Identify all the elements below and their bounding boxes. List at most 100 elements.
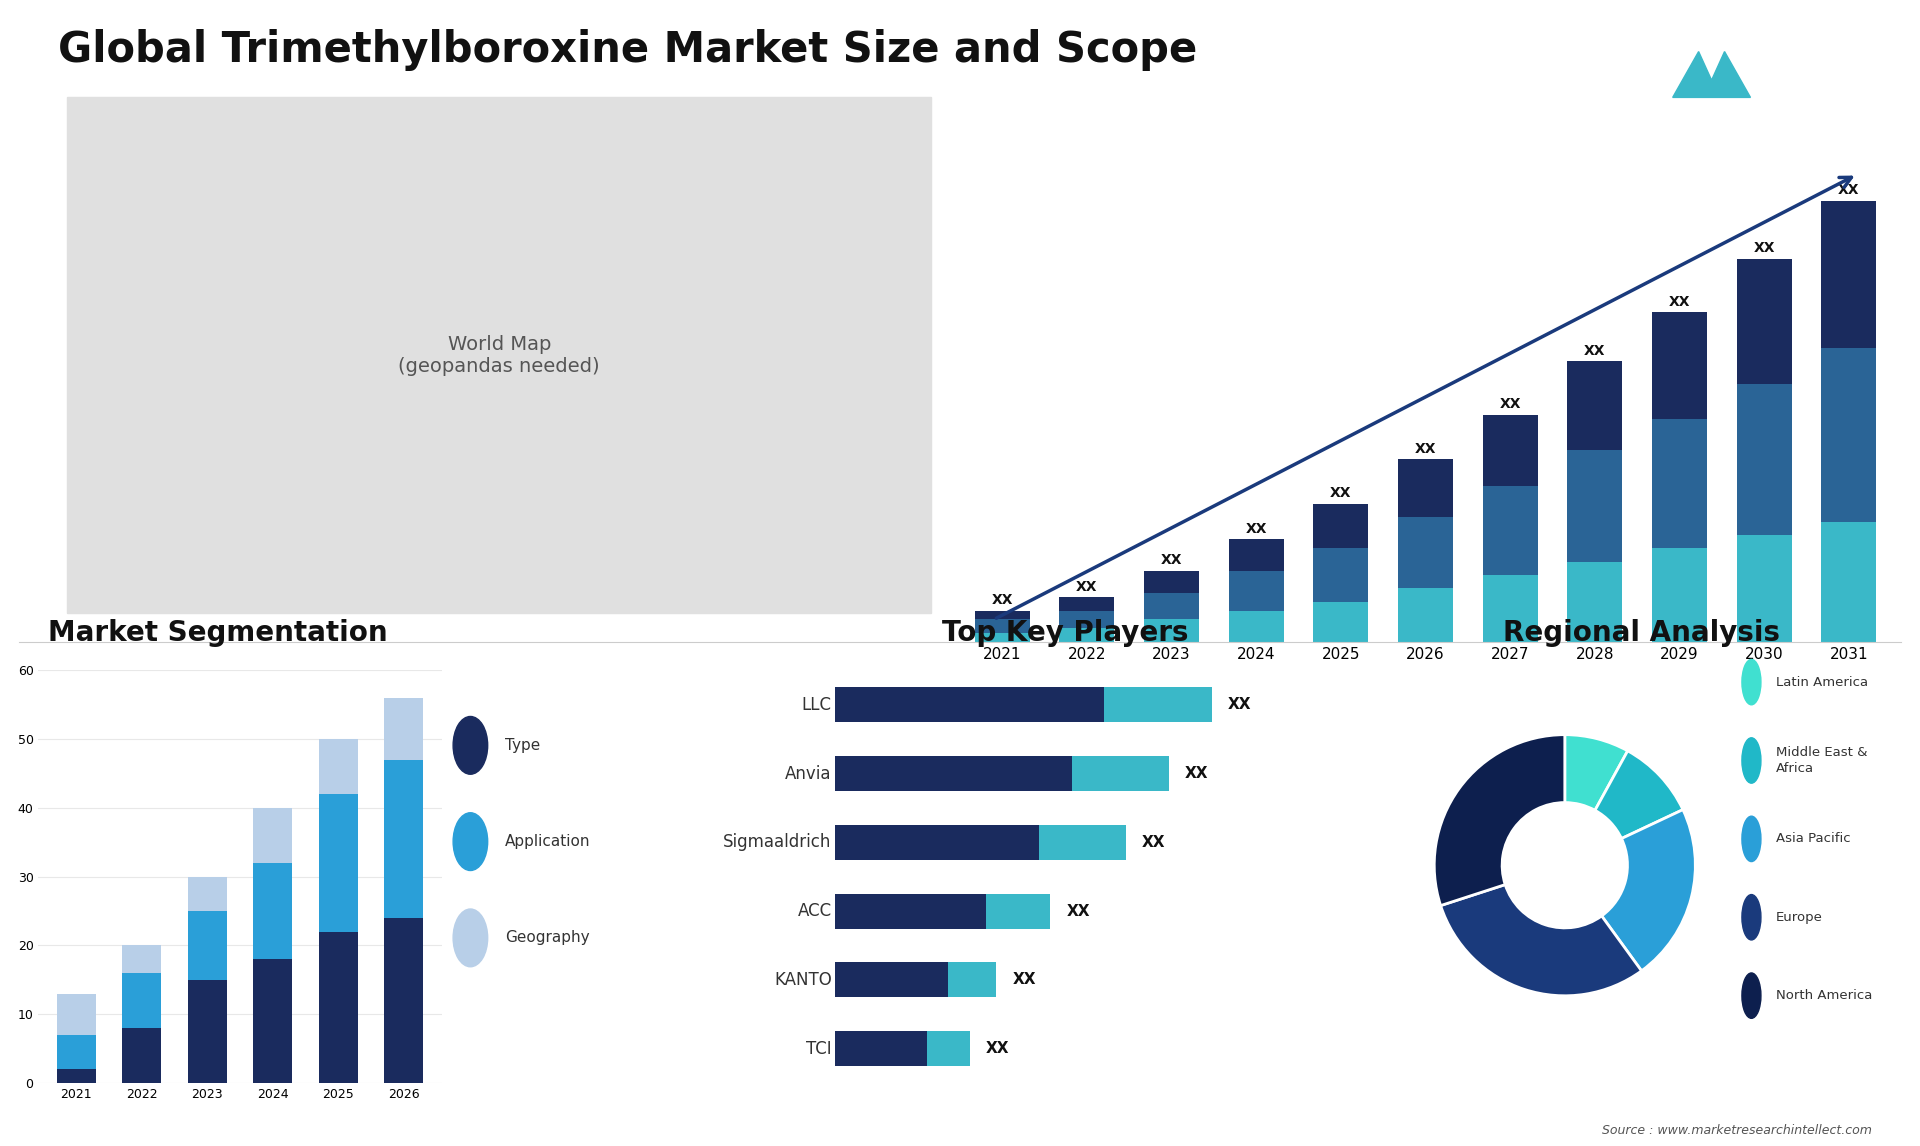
FancyBboxPatch shape <box>835 688 1104 722</box>
Bar <box>1822 521 1876 642</box>
Text: Geography: Geography <box>505 931 589 945</box>
Wedge shape <box>1565 735 1628 810</box>
Text: XX: XX <box>1066 903 1091 919</box>
Bar <box>1482 486 1538 575</box>
Text: Source : www.marketresearchintellect.com: Source : www.marketresearchintellect.com <box>1601 1124 1872 1137</box>
Bar <box>1398 460 1453 517</box>
Bar <box>384 698 422 760</box>
Wedge shape <box>1596 751 1684 839</box>
FancyBboxPatch shape <box>985 894 1050 928</box>
Bar <box>58 994 96 1035</box>
Text: Global Trimethylboroxine Market Size and Scope: Global Trimethylboroxine Market Size and… <box>58 29 1196 71</box>
FancyBboxPatch shape <box>927 1031 970 1066</box>
Text: XX: XX <box>985 1041 1010 1057</box>
Bar <box>1144 620 1200 642</box>
Text: Middle East &
Africa: Middle East & Africa <box>1776 746 1866 775</box>
Circle shape <box>1741 895 1761 940</box>
Bar <box>58 1035 96 1069</box>
Bar <box>384 760 422 918</box>
Bar <box>188 980 227 1083</box>
FancyBboxPatch shape <box>835 894 985 928</box>
Bar <box>319 794 357 932</box>
Text: Application: Application <box>505 834 591 849</box>
Text: XX: XX <box>1500 398 1521 411</box>
Bar <box>1651 548 1707 642</box>
Bar <box>1229 571 1284 611</box>
Bar <box>1482 575 1538 642</box>
Text: ACC: ACC <box>797 902 831 920</box>
FancyBboxPatch shape <box>835 756 1071 791</box>
Bar <box>975 633 1029 642</box>
Bar <box>1398 517 1453 588</box>
Bar <box>1651 419 1707 548</box>
Bar <box>1567 562 1622 642</box>
Text: World Map
(geopandas needed): World Map (geopandas needed) <box>397 335 601 376</box>
Text: KANTO: KANTO <box>774 971 831 989</box>
Text: XX: XX <box>1185 766 1208 782</box>
Text: Type: Type <box>505 738 540 753</box>
Bar <box>1398 588 1453 642</box>
Bar <box>1060 597 1114 611</box>
Bar <box>1738 259 1791 384</box>
Text: Anvia: Anvia <box>785 764 831 783</box>
Bar <box>1738 384 1791 535</box>
Bar <box>1229 611 1284 642</box>
Bar <box>1229 540 1284 571</box>
Text: XX: XX <box>1753 242 1774 256</box>
Text: North America: North America <box>1776 989 1872 1002</box>
Text: XX: XX <box>1668 295 1690 308</box>
Bar <box>1313 548 1369 602</box>
Circle shape <box>453 716 488 775</box>
Text: Sigmaaldrich: Sigmaaldrich <box>724 833 831 851</box>
Bar <box>1651 313 1707 419</box>
Bar <box>319 739 357 794</box>
Bar <box>1738 535 1791 642</box>
Bar <box>384 918 422 1083</box>
Bar <box>253 808 292 863</box>
FancyBboxPatch shape <box>948 963 996 997</box>
Bar <box>1567 450 1622 562</box>
Text: XX: XX <box>1331 486 1352 500</box>
FancyBboxPatch shape <box>1071 756 1169 791</box>
Wedge shape <box>1434 735 1565 905</box>
Bar <box>1060 628 1114 642</box>
Bar <box>1482 415 1538 486</box>
Text: XX: XX <box>1077 580 1098 594</box>
Polygon shape <box>1672 52 1751 97</box>
Text: XX: XX <box>1584 344 1605 358</box>
Text: TCI: TCI <box>806 1039 831 1058</box>
Text: XX: XX <box>1246 521 1267 536</box>
Text: XX: XX <box>1415 441 1436 456</box>
Bar <box>123 973 161 1028</box>
Bar <box>123 945 161 973</box>
FancyBboxPatch shape <box>1039 825 1125 860</box>
Bar <box>1060 611 1114 628</box>
Circle shape <box>453 909 488 967</box>
FancyBboxPatch shape <box>1104 688 1212 722</box>
Bar <box>253 959 292 1083</box>
FancyBboxPatch shape <box>835 963 948 997</box>
Bar <box>123 1028 161 1083</box>
FancyBboxPatch shape <box>835 825 1039 860</box>
Bar <box>319 932 357 1083</box>
Bar <box>1822 201 1876 348</box>
Bar <box>975 620 1029 633</box>
Circle shape <box>453 813 488 871</box>
Bar <box>1313 504 1369 548</box>
Text: Top Key Players: Top Key Players <box>943 620 1188 647</box>
Bar <box>1313 602 1369 642</box>
Text: Asia Pacific: Asia Pacific <box>1776 832 1851 846</box>
Bar <box>1144 592 1200 620</box>
Text: XX: XX <box>1227 697 1252 713</box>
Text: Europe: Europe <box>1776 911 1822 924</box>
Circle shape <box>1741 973 1761 1019</box>
Circle shape <box>1741 816 1761 862</box>
FancyBboxPatch shape <box>835 1031 927 1066</box>
Text: LLC: LLC <box>803 696 831 714</box>
Text: MARKET
RESEARCH
INTELLECT: MARKET RESEARCH INTELLECT <box>1803 49 1860 88</box>
Circle shape <box>1741 738 1761 783</box>
Text: Latin America: Latin America <box>1776 676 1868 689</box>
Text: XX: XX <box>1142 834 1165 850</box>
Text: XX: XX <box>991 592 1014 607</box>
Bar <box>188 911 227 980</box>
